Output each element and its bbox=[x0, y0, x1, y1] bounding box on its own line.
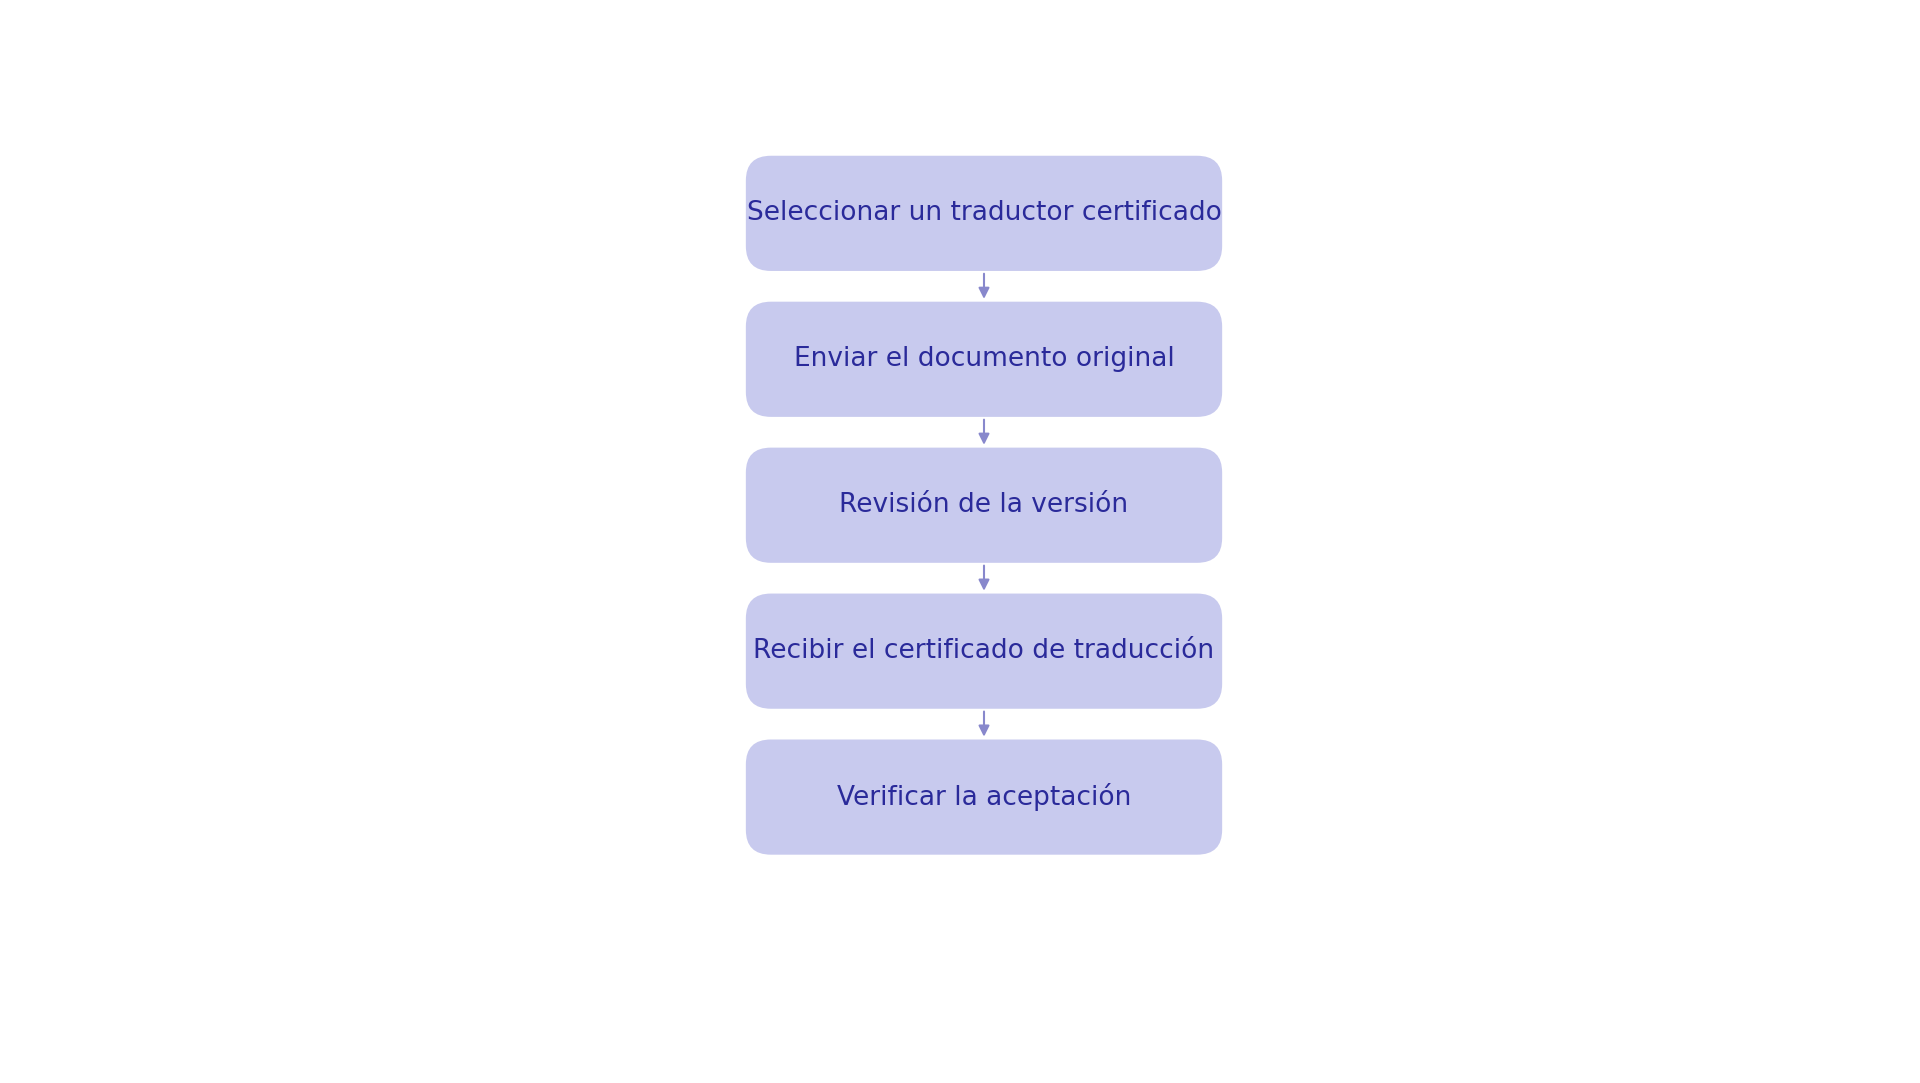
Text: Enviar el documento original: Enviar el documento original bbox=[793, 347, 1175, 373]
Text: Revisión de la versión: Revisión de la versión bbox=[839, 492, 1129, 519]
Text: Recibir el certificado de traducción: Recibir el certificado de traducción bbox=[753, 638, 1215, 664]
FancyBboxPatch shape bbox=[745, 740, 1223, 854]
FancyBboxPatch shape bbox=[745, 302, 1223, 417]
FancyBboxPatch shape bbox=[745, 447, 1223, 563]
Text: Seleccionar un traductor certificado: Seleccionar un traductor certificado bbox=[747, 200, 1221, 226]
Text: Verificar la aceptación: Verificar la aceptación bbox=[837, 783, 1131, 811]
FancyBboxPatch shape bbox=[745, 593, 1223, 708]
FancyBboxPatch shape bbox=[745, 156, 1223, 271]
